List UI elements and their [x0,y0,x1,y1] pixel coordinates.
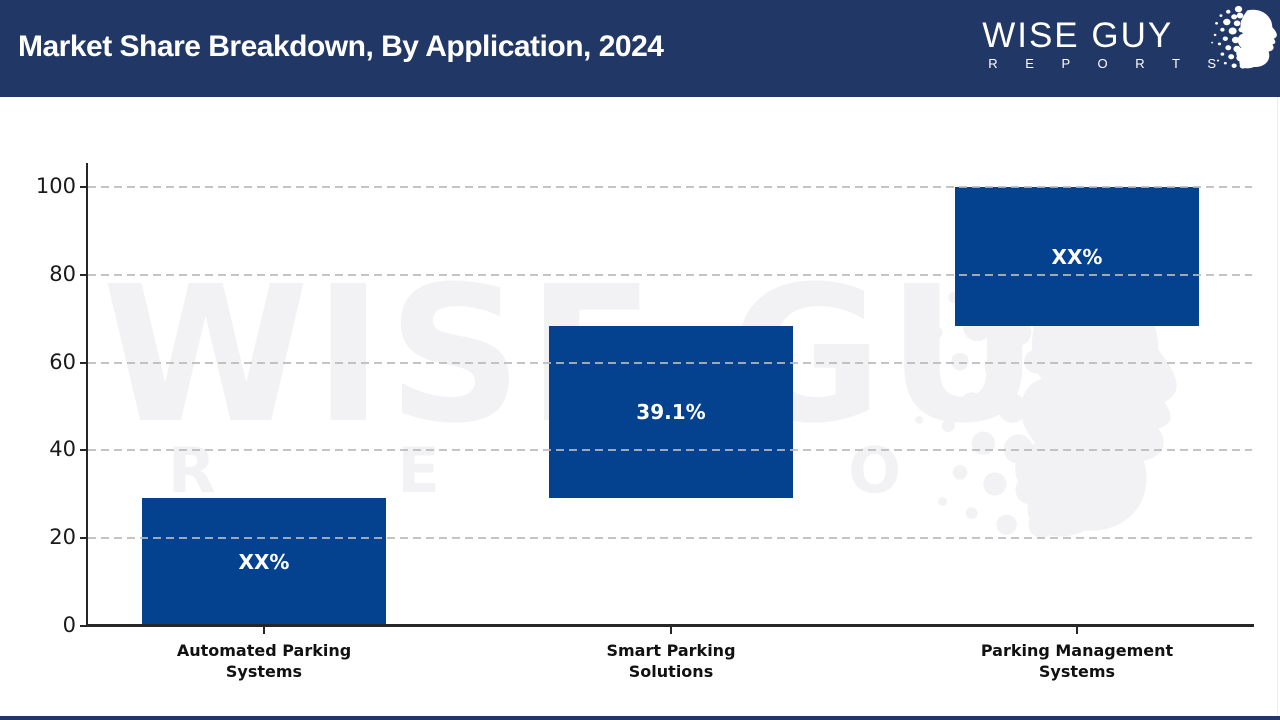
gridline [88,186,1252,188]
chart-title: Market Share Breakdown, By Application, … [18,30,664,63]
y-axis-tick-label: 80 [49,261,76,286]
bar-segment: XX% [955,187,1199,327]
gridline [88,273,1252,276]
y-axis-tick-label: 60 [49,349,76,374]
y-axis-tick-mark [80,625,88,627]
x-axis-tick-mark [670,626,672,634]
header-bar: Market Share Breakdown, By Application, … [0,0,1280,97]
category-label: Parking Management Systems [980,641,1174,681]
bar-segment: 39.1% [549,326,793,498]
bar-value-label: XX% [238,549,290,574]
y-axis-tick-label: 0 [62,613,76,637]
logo-text: WISE GUY R E P O R T S [982,16,1228,72]
bar-segment: XX% [142,497,386,626]
right-edge-line [1277,97,1278,716]
gridline [88,537,1252,540]
logo-wordmark: WISE GUY [982,16,1174,55]
y-axis-line [86,163,88,627]
logo-face-icon [1211,5,1277,69]
bar-value-label: 39.1% [636,399,706,424]
wiseguy-logo: WISE GUY R E P O R T S [982,0,1280,97]
bar-value-label: XX% [1051,244,1103,269]
y-axis-tick-mark [80,186,88,188]
x-axis-tick-mark [1076,626,1078,634]
x-axis-tick-mark [263,626,265,634]
category-label: Smart Parking Solutions [606,641,736,681]
x-axis-line [86,624,1254,627]
logo-subtext: R E P O R T S [988,56,1228,71]
y-axis-tick-mark [80,537,88,540]
y-axis-tick-mark [80,273,88,276]
y-axis-tick-label: 20 [49,525,76,550]
y-axis-tick-mark [80,361,88,364]
y-axis-tick-mark [80,449,88,452]
gridline [88,449,1252,452]
y-axis-tick-label: 40 [49,437,76,462]
gridline [88,361,1252,364]
category-label: Automated Parking Systems [176,641,352,681]
y-axis-tick-label: 100 [35,174,76,198]
footer-bar [0,716,1280,720]
